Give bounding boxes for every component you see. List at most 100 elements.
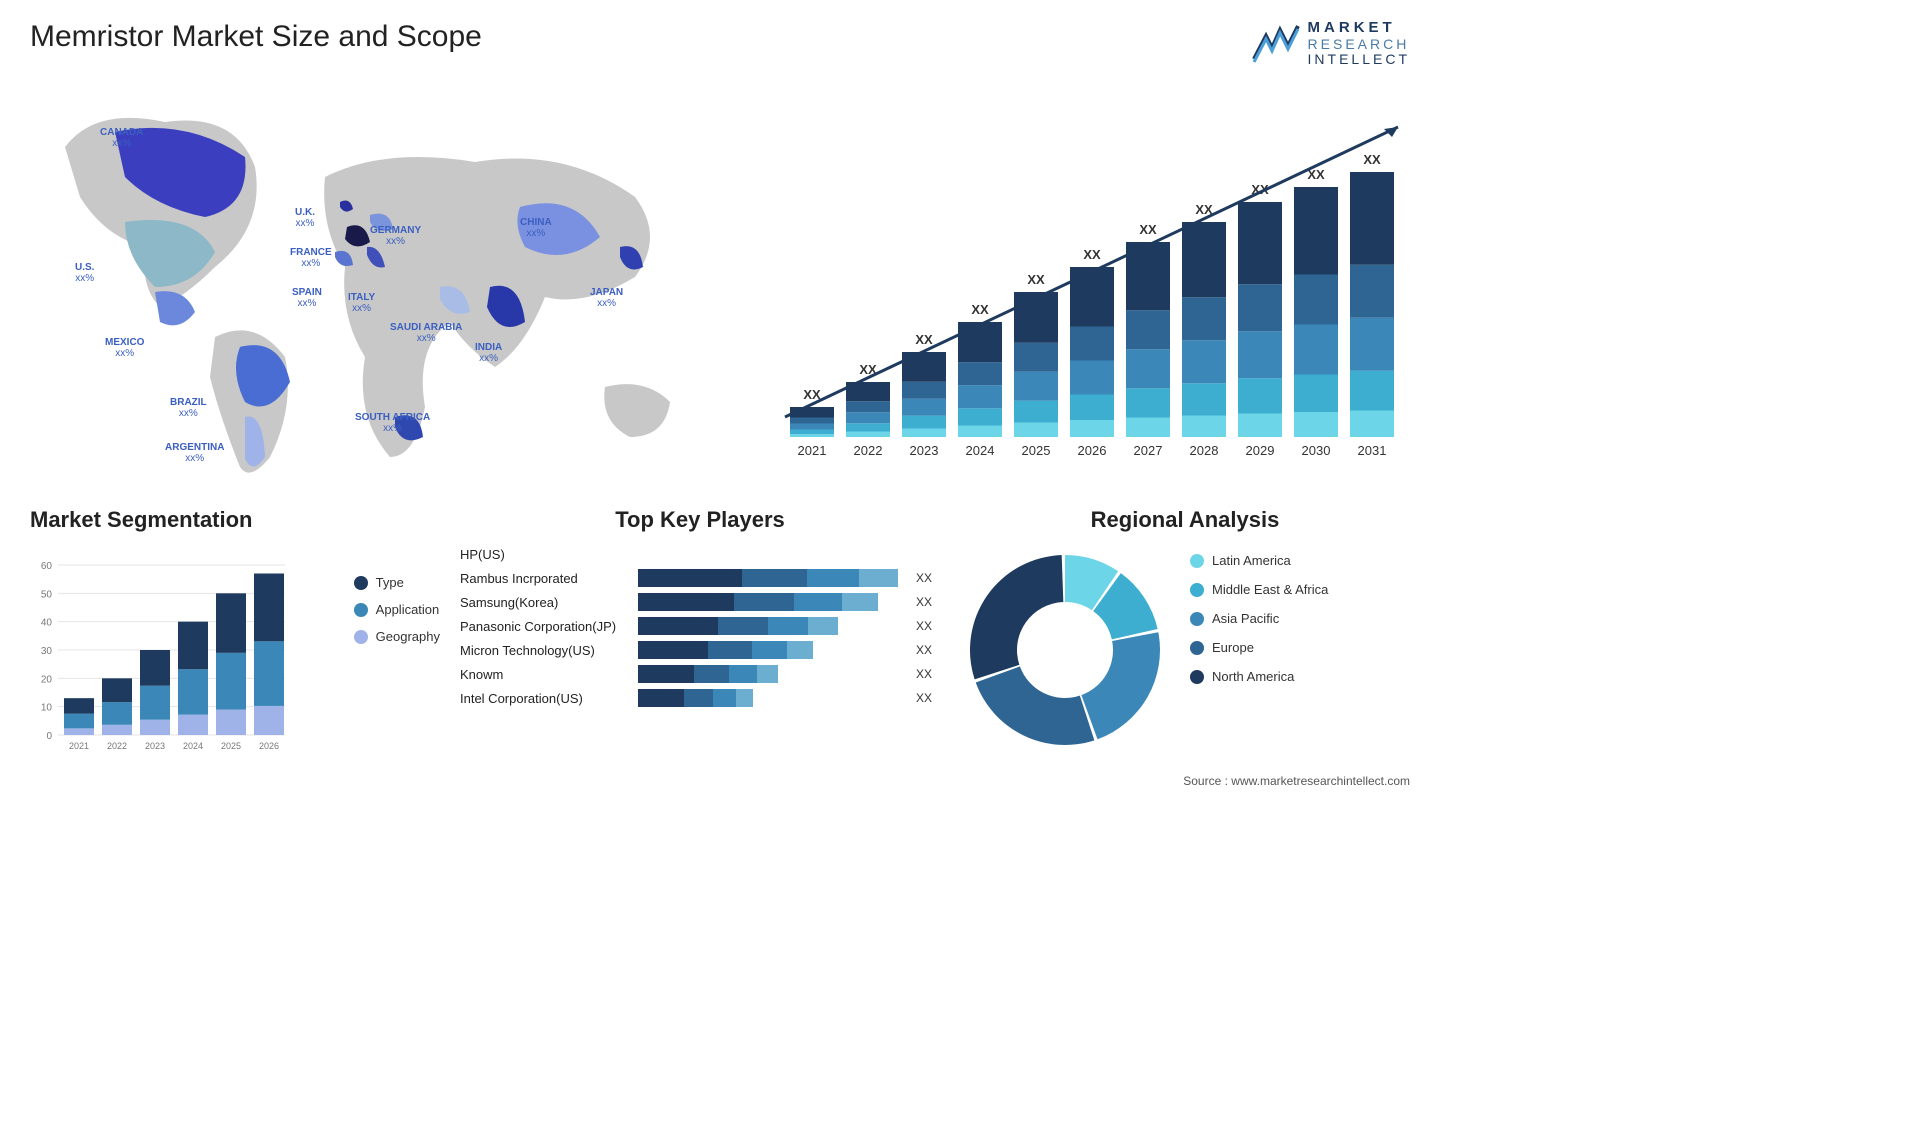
- legend-item: Europe: [1190, 640, 1328, 655]
- page-title: Memristor Market Size and Scope: [30, 20, 482, 54]
- svg-text:2028: 2028: [1190, 443, 1219, 458]
- player-value: XX: [916, 595, 940, 609]
- legend-dot: [354, 603, 368, 617]
- svg-text:2029: 2029: [1246, 443, 1275, 458]
- svg-text:2023: 2023: [145, 741, 165, 751]
- legend-dot: [354, 576, 368, 590]
- player-name: Knowm: [460, 667, 630, 682]
- growth-chart-panel: XX2021XX2022XX2023XX2024XX2025XX2026XX20…: [770, 87, 1410, 487]
- players-title: Top Key Players: [460, 507, 940, 533]
- legend-dot: [1190, 583, 1204, 597]
- legend-dot: [1190, 641, 1204, 655]
- legend-label: Application: [376, 602, 440, 617]
- logo-line2: RESEARCH: [1308, 37, 1410, 52]
- player-bar: [638, 617, 908, 635]
- svg-text:2022: 2022: [107, 741, 127, 751]
- svg-text:2024: 2024: [966, 443, 995, 458]
- legend-label: Geography: [376, 629, 440, 644]
- player-name: Samsung(Korea): [460, 595, 630, 610]
- svg-text:2025: 2025: [221, 741, 241, 751]
- logo-icon: [1252, 24, 1300, 64]
- player-name: Intel Corporation(US): [460, 691, 630, 706]
- map-label: FRANCExx%: [290, 247, 332, 269]
- map-label: U.S.xx%: [75, 262, 94, 284]
- svg-text:XX: XX: [1363, 152, 1381, 167]
- map-label: CHINAxx%: [520, 217, 552, 239]
- svg-text:2031: 2031: [1358, 443, 1387, 458]
- segmentation-title: Market Segmentation: [30, 507, 440, 533]
- segmentation-legend: TypeApplicationGeography: [354, 545, 440, 755]
- svg-text:10: 10: [41, 703, 53, 714]
- legend-dot: [354, 630, 368, 644]
- regional-title: Regional Analysis: [960, 507, 1410, 533]
- legend-label: Middle East & Africa: [1212, 582, 1328, 597]
- legend-item: Asia Pacific: [1190, 611, 1328, 626]
- legend-item: Latin America: [1190, 553, 1328, 568]
- map-label: GERMANYxx%: [370, 225, 421, 247]
- svg-text:20: 20: [41, 675, 53, 686]
- player-bar: [638, 569, 908, 587]
- world-map-panel: CANADAxx%U.S.xx%MEXICOxx%BRAZILxx%ARGENT…: [30, 87, 740, 487]
- player-value: XX: [916, 667, 940, 681]
- map-label: BRAZILxx%: [170, 397, 207, 419]
- player-name: Rambus Incrporated: [460, 571, 630, 586]
- player-row: HP(US): [460, 545, 940, 563]
- player-row: Knowm XX: [460, 665, 940, 683]
- svg-text:2030: 2030: [1302, 443, 1331, 458]
- legend-dot: [1190, 554, 1204, 568]
- players-list: HP(US)Rambus IncrporatedXXSamsung(Korea)…: [460, 545, 940, 707]
- logo-line3: INTELLECT: [1308, 52, 1410, 67]
- svg-text:50: 50: [41, 590, 53, 601]
- svg-text:2026: 2026: [259, 741, 279, 751]
- growth-bar-chart: XX2021XX2022XX2023XX2024XX2025XX2026XX20…: [770, 87, 1410, 487]
- map-label: MEXICOxx%: [105, 337, 144, 359]
- svg-text:2022: 2022: [854, 443, 883, 458]
- logo-line1: MARKET: [1308, 20, 1410, 37]
- legend-item: North America: [1190, 669, 1328, 684]
- legend-item: Geography: [354, 629, 440, 644]
- player-name: Panasonic Corporation(JP): [460, 619, 630, 634]
- map-label: ITALYxx%: [348, 292, 375, 314]
- map-label: U.K.xx%: [295, 207, 315, 229]
- svg-text:2025: 2025: [1022, 443, 1051, 458]
- player-row: Samsung(Korea) XX: [460, 593, 940, 611]
- svg-text:2026: 2026: [1078, 443, 1107, 458]
- legend-label: Europe: [1212, 640, 1254, 655]
- player-name: HP(US): [460, 547, 630, 562]
- legend-dot: [1190, 612, 1204, 626]
- legend-item: Application: [354, 602, 440, 617]
- svg-text:2021: 2021: [69, 741, 89, 751]
- svg-text:XX: XX: [971, 302, 989, 317]
- player-bar: [638, 641, 908, 659]
- legend-item: Middle East & Africa: [1190, 582, 1328, 597]
- brand-logo: MARKET RESEARCH INTELLECT: [1252, 20, 1410, 67]
- player-row: Rambus Incrporated XX: [460, 569, 940, 587]
- player-bar: [638, 545, 940, 563]
- svg-text:XX: XX: [1083, 247, 1101, 262]
- svg-text:60: 60: [41, 561, 53, 572]
- regional-donut-chart: [960, 545, 1170, 755]
- svg-text:XX: XX: [1027, 272, 1045, 287]
- svg-text:2024: 2024: [183, 741, 203, 751]
- player-value: XX: [916, 691, 940, 705]
- map-label: SAUDI ARABIAxx%: [390, 322, 462, 344]
- player-value: XX: [916, 571, 940, 585]
- svg-text:40: 40: [41, 618, 53, 629]
- player-row: Panasonic Corporation(JP) XX: [460, 617, 940, 635]
- map-label: INDIAxx%: [475, 342, 502, 364]
- svg-text:XX: XX: [915, 332, 933, 347]
- map-label: SOUTH AFRICAxx%: [355, 412, 430, 434]
- player-value: XX: [916, 643, 940, 657]
- player-row: Intel Corporation(US) XX: [460, 689, 940, 707]
- svg-text:XX: XX: [1139, 222, 1157, 237]
- legend-label: North America: [1212, 669, 1294, 684]
- player-value: XX: [916, 619, 940, 633]
- player-bar: [638, 665, 908, 683]
- player-bar: [638, 593, 908, 611]
- legend-label: Asia Pacific: [1212, 611, 1279, 626]
- legend-dot: [1190, 670, 1204, 684]
- source-attribution: Source : www.marketresearchintellect.com: [1183, 774, 1410, 788]
- svg-text:2021: 2021: [798, 443, 827, 458]
- player-name: Micron Technology(US): [460, 643, 630, 658]
- svg-text:2027: 2027: [1134, 443, 1163, 458]
